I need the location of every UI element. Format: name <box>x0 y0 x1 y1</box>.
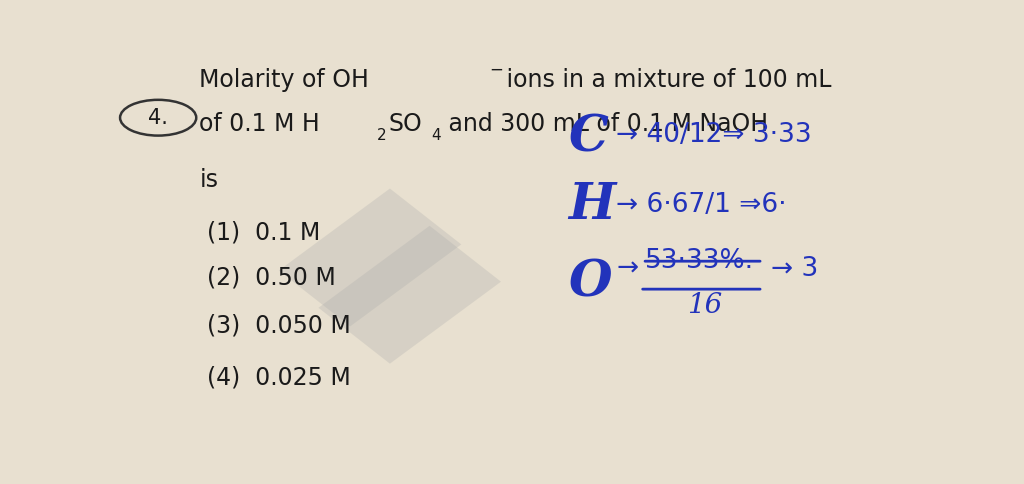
Text: ions in a mixture of 100 mL: ions in a mixture of 100 mL <box>500 68 831 91</box>
Text: 53·33%.: 53·33%. <box>645 248 755 274</box>
Polygon shape <box>279 188 461 326</box>
Text: O: O <box>568 259 612 308</box>
Text: H: H <box>568 181 615 229</box>
Text: SO: SO <box>388 112 422 136</box>
Text: →: → <box>616 256 638 282</box>
Text: → 40/12⇒ 3·33: → 40/12⇒ 3·33 <box>616 121 812 148</box>
Text: → 3: → 3 <box>771 256 818 282</box>
Text: → 6·67/1 ⇒6·: → 6·67/1 ⇒6· <box>616 192 786 218</box>
Text: (1)  0.1 M: (1) 0.1 M <box>207 220 321 244</box>
Text: C: C <box>568 113 608 163</box>
Text: (2)  0.50 M: (2) 0.50 M <box>207 265 336 289</box>
Text: (3)  0.050 M: (3) 0.050 M <box>207 314 351 338</box>
Text: −: − <box>489 60 503 78</box>
Text: Molarity of OH: Molarity of OH <box>200 68 370 91</box>
Polygon shape <box>318 226 501 363</box>
Text: 2: 2 <box>377 128 387 143</box>
Text: 4: 4 <box>431 128 440 143</box>
Text: 4.: 4. <box>148 108 168 128</box>
Text: of 0.1 M H: of 0.1 M H <box>200 112 321 136</box>
Text: is: is <box>200 168 218 192</box>
Text: and 300 mL of 0.1 M NaOH: and 300 mL of 0.1 M NaOH <box>441 112 769 136</box>
Text: 16: 16 <box>687 292 723 319</box>
Text: (4)  0.025 M: (4) 0.025 M <box>207 366 351 390</box>
